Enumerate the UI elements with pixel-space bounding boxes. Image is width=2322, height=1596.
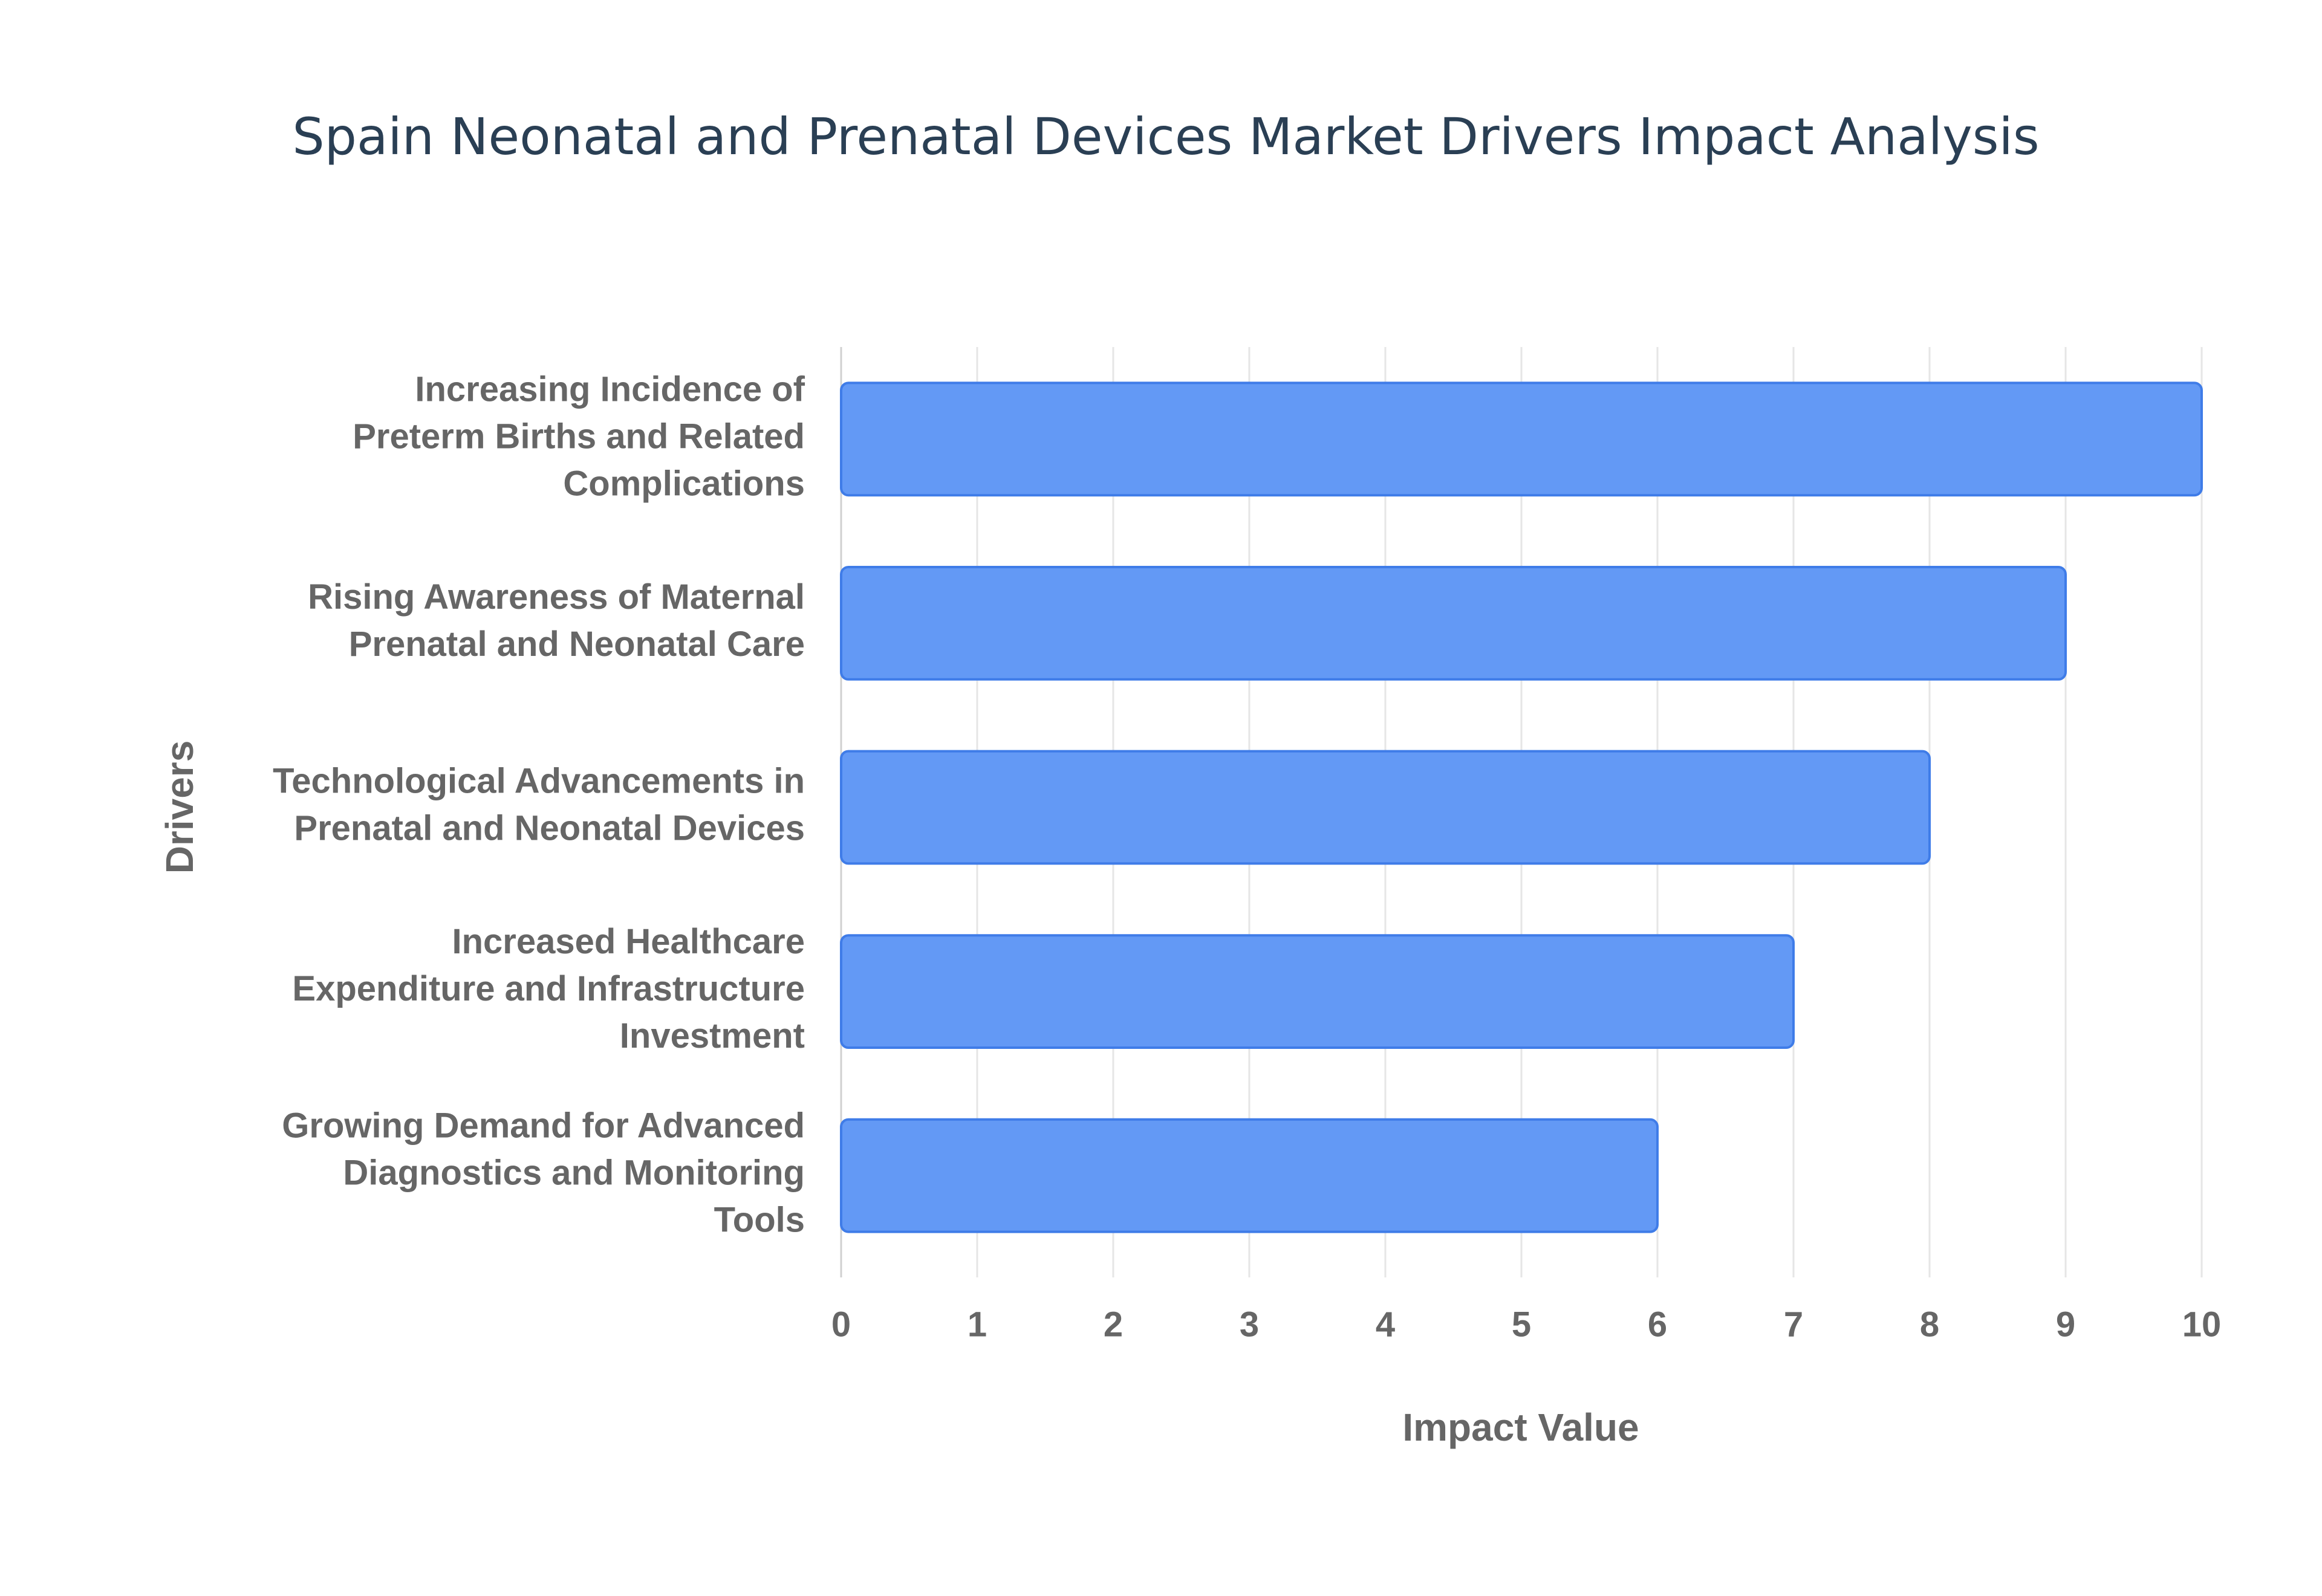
- y-tick-label: Increased Healthcare Expenditure and Infr…: [292, 922, 805, 1056]
- chart-title: Spain Neonatal and Prenatal Devices Mark…: [292, 107, 2039, 166]
- bar: [840, 381, 2203, 497]
- x-axis-title: Impact Value: [1402, 1406, 1639, 1449]
- x-tick-label: 10: [2182, 1305, 2222, 1344]
- x-tick-label: 1: [968, 1305, 987, 1344]
- bar: [840, 1118, 1659, 1233]
- x-tick-label: 6: [1648, 1305, 1667, 1344]
- y-tick-label: Rising Awareness of Maternal Prenatal and…: [308, 577, 805, 664]
- x-tick-label: 2: [1104, 1305, 1123, 1344]
- x-tick-label: 5: [1512, 1305, 1531, 1344]
- x-tick-label: 9: [2056, 1305, 2075, 1344]
- y-tick-label: Technological Advancements in Prenatal an…: [273, 762, 805, 848]
- bar: [840, 934, 1795, 1049]
- x-tick-label: 3: [1240, 1305, 1259, 1344]
- bar: [840, 565, 2067, 681]
- y-axis-title: Drivers: [158, 741, 201, 874]
- x-tick-label: 0: [831, 1305, 851, 1344]
- x-tick-label: 7: [1784, 1305, 1803, 1344]
- y-tick-label: Increasing Incidence of Preterm Births an…: [353, 370, 805, 504]
- x-tick-label: 8: [1920, 1305, 1939, 1344]
- y-tick-label: Growing Demand for Advanced Diagnostics a…: [282, 1106, 805, 1240]
- x-tick-label: 4: [1376, 1305, 1395, 1344]
- bar: [840, 750, 1931, 865]
